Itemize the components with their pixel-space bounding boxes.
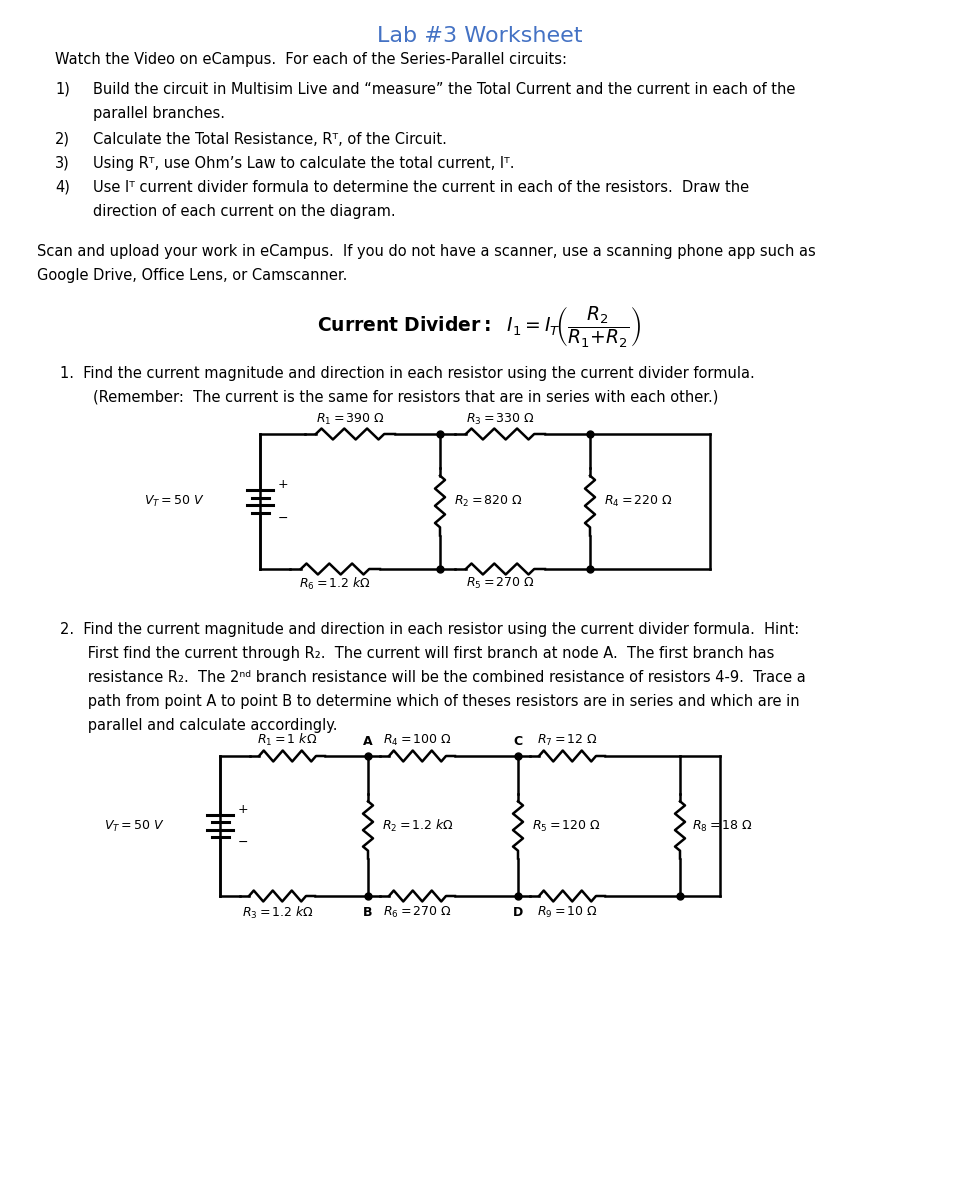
Text: 2): 2): [55, 132, 70, 147]
Text: parallel branches.: parallel branches.: [93, 106, 225, 120]
Text: $R_5 = 120\ \Omega$: $R_5 = 120\ \Omega$: [532, 819, 601, 833]
Text: $R_9 = 10\ \Omega$: $R_9 = 10\ \Omega$: [537, 905, 598, 920]
Text: $R_1 = 390\ \Omega$: $R_1 = 390\ \Omega$: [316, 412, 385, 427]
Text: $R_7 = 12\ \Omega$: $R_7 = 12\ \Omega$: [537, 733, 598, 748]
Text: $R_2 = 820\ \Omega$: $R_2 = 820\ \Omega$: [454, 494, 523, 509]
Text: Scan and upload your work in eCampus.  If you do not have a scanner, use a scann: Scan and upload your work in eCampus. If…: [37, 244, 816, 259]
Text: A: A: [363, 734, 373, 748]
Text: $R_4 = 100\ \Omega$: $R_4 = 100\ \Omega$: [383, 733, 452, 748]
Text: B: B: [363, 905, 373, 919]
Text: $R_6 = 270\ \Omega$: $R_6 = 270\ \Omega$: [383, 905, 452, 920]
Text: parallel and calculate accordingly.: parallel and calculate accordingly.: [60, 718, 338, 733]
Text: Use Iᵀ current divider formula to determine the current in each of the resistors: Use Iᵀ current divider formula to determ…: [93, 181, 749, 195]
Text: $R_8 = 18\ \Omega$: $R_8 = 18\ \Omega$: [692, 819, 753, 833]
Text: $R_6 = 1.2\ k\Omega$: $R_6 = 1.2\ k\Omega$: [299, 576, 371, 592]
Text: path from point A to point B to determine which of theses resistors are in serie: path from point A to point B to determin…: [60, 694, 800, 709]
Text: 3): 3): [55, 157, 70, 171]
Text: −: −: [238, 836, 248, 849]
Text: First find the current through R₂.  The current will first branch at node A.  Th: First find the current through R₂. The c…: [60, 647, 774, 661]
Text: 2.  Find the current magnitude and direction in each resistor using the current : 2. Find the current magnitude and direct…: [60, 622, 799, 637]
Text: Calculate the Total Resistance, Rᵀ, of the Circuit.: Calculate the Total Resistance, Rᵀ, of t…: [93, 132, 447, 147]
Text: C: C: [513, 734, 523, 748]
Text: 1.  Find the current magnitude and direction in each resistor using the current : 1. Find the current magnitude and direct…: [60, 366, 755, 380]
Text: $R_3 = 330\ \Omega$: $R_3 = 330\ \Omega$: [465, 412, 534, 427]
Text: direction of each current on the diagram.: direction of each current on the diagram…: [93, 203, 396, 219]
Text: Build the circuit in Multisim Live and “measure” the Total Current and the curre: Build the circuit in Multisim Live and “…: [93, 82, 795, 98]
Text: −: −: [278, 512, 289, 525]
Text: 1): 1): [55, 82, 70, 98]
Text: $R_3 = 1.2\ k\Omega$: $R_3 = 1.2\ k\Omega$: [242, 905, 314, 921]
Text: resistance R₂.  The 2ⁿᵈ branch resistance will be the combined resistance of res: resistance R₂. The 2ⁿᵈ branch resistance…: [60, 669, 806, 685]
Text: $R_1 = 1\ k\Omega$: $R_1 = 1\ k\Omega$: [257, 732, 317, 748]
Text: Lab #3 Worksheet: Lab #3 Worksheet: [377, 26, 582, 46]
Text: $V_T = 50\ V$: $V_T = 50\ V$: [144, 494, 205, 509]
Text: D: D: [513, 905, 523, 919]
Text: Google Drive, Office Lens, or Camscanner.: Google Drive, Office Lens, or Camscanner…: [37, 268, 347, 283]
Text: 4): 4): [55, 181, 70, 195]
Text: $R_5 = 270\ \Omega$: $R_5 = 270\ \Omega$: [465, 576, 534, 591]
Text: (Remember:  The current is the same for resistors that are in series with each o: (Remember: The current is the same for r…: [93, 390, 718, 405]
Text: $V_T = 50\ V$: $V_T = 50\ V$: [105, 819, 165, 833]
Text: $\mathbf{Current\ Divider:}\ \ I_1 = I_T\!\left(\dfrac{R_2}{R_1\!+\!R_2}\right)$: $\mathbf{Current\ Divider:}\ \ I_1 = I_T…: [317, 303, 642, 349]
Text: Using Rᵀ, use Ohm’s Law to calculate the total current, Iᵀ.: Using Rᵀ, use Ohm’s Law to calculate the…: [93, 157, 514, 171]
Text: +: +: [238, 803, 248, 816]
Text: $R_4 = 220\ \Omega$: $R_4 = 220\ \Omega$: [604, 494, 673, 509]
Text: $R_2 = 1.2\ k\Omega$: $R_2 = 1.2\ k\Omega$: [382, 818, 454, 834]
Text: Watch the Video on eCampus.  For each of the Series-Parallel circuits:: Watch the Video on eCampus. For each of …: [55, 52, 567, 67]
Text: +: +: [278, 478, 289, 491]
